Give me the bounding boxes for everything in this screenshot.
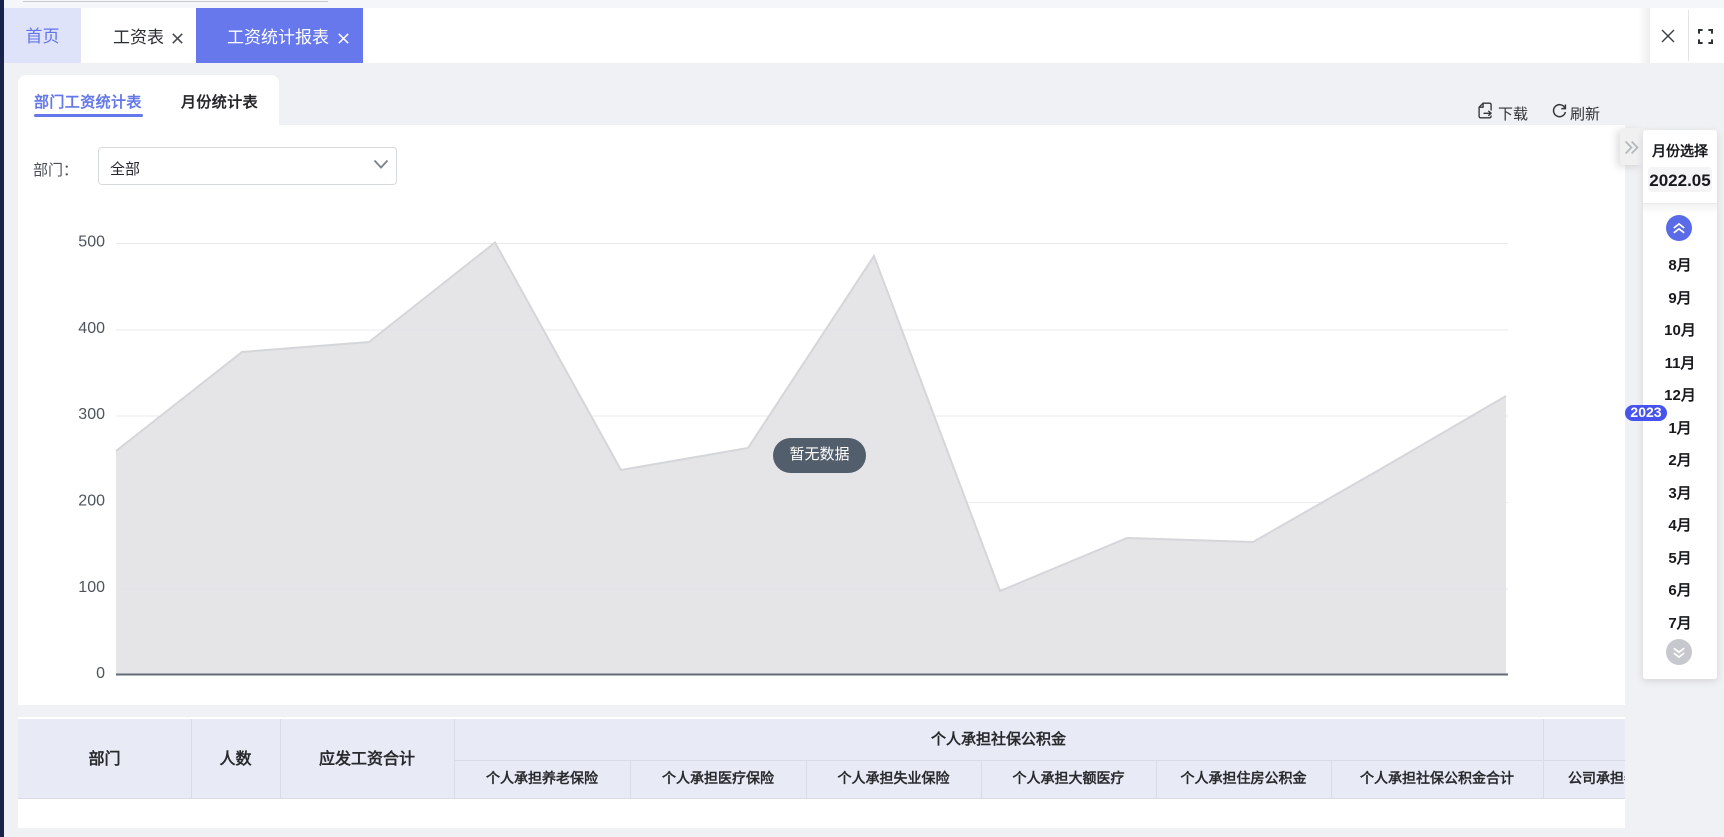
svg-text:500: 500 bbox=[78, 234, 105, 251]
svg-text:300: 300 bbox=[78, 406, 105, 423]
svg-text:0: 0 bbox=[96, 665, 105, 682]
svg-text:200: 200 bbox=[78, 493, 105, 510]
svg-text:100: 100 bbox=[78, 579, 105, 596]
svg-text:400: 400 bbox=[78, 320, 105, 337]
